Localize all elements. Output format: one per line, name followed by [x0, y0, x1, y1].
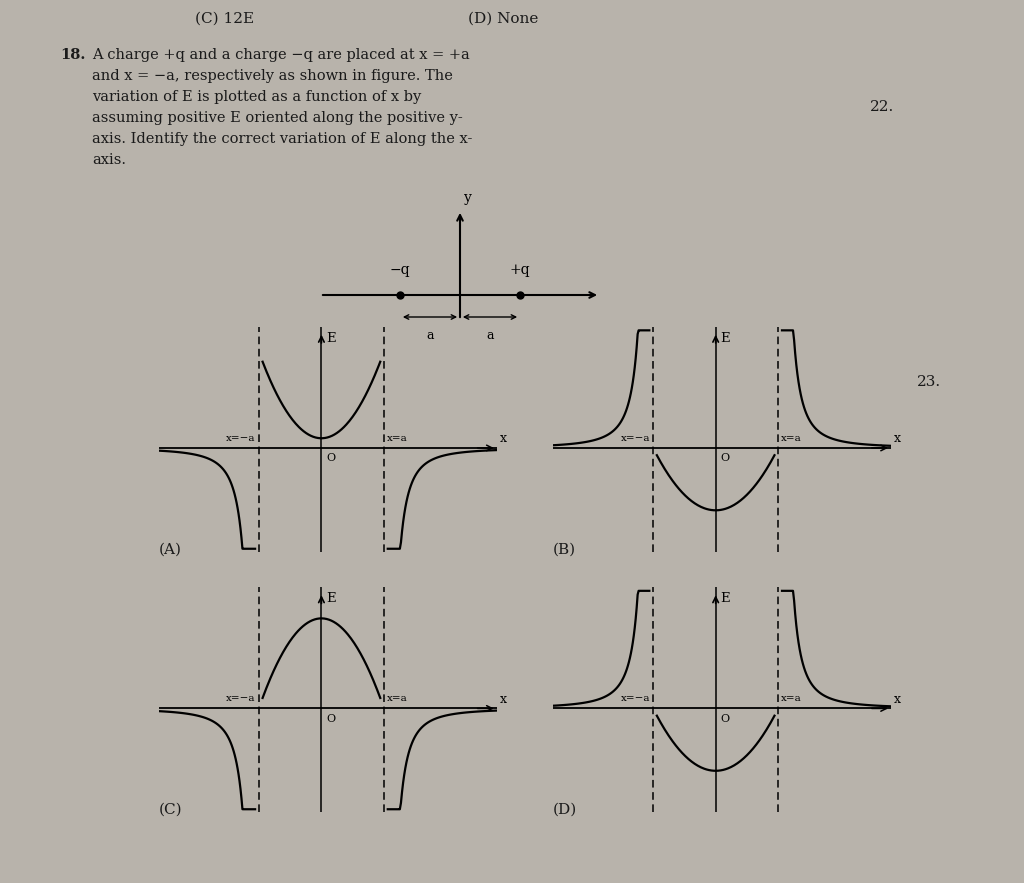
Text: x=a: x=a: [387, 694, 408, 703]
Text: x=−a: x=−a: [226, 694, 256, 703]
Text: a: a: [486, 329, 494, 342]
Text: 23.: 23.: [916, 375, 941, 389]
Text: O: O: [327, 713, 336, 724]
Text: x: x: [500, 692, 507, 706]
Text: x=−a: x=−a: [621, 434, 650, 442]
Text: variation of E is plotted as a function of x by: variation of E is plotted as a function …: [92, 90, 421, 104]
Text: x=−a: x=−a: [226, 434, 256, 442]
Text: (A): (A): [159, 542, 181, 556]
Text: −q: −q: [390, 263, 411, 277]
Text: (C): (C): [159, 803, 182, 817]
Text: x=a: x=a: [387, 434, 408, 442]
Text: x: x: [894, 692, 901, 706]
Text: 18.: 18.: [60, 48, 85, 62]
Text: (D): (D): [553, 803, 578, 817]
Text: x=a: x=a: [781, 694, 802, 703]
Text: E: E: [721, 332, 730, 345]
Text: a: a: [426, 329, 434, 342]
Text: 22.: 22.: [870, 100, 894, 114]
Text: O: O: [327, 453, 336, 464]
Text: A charge +q and a charge −q are placed at x = +a: A charge +q and a charge −q are placed a…: [92, 48, 470, 62]
Text: axis.: axis.: [92, 153, 126, 167]
Text: y: y: [464, 191, 472, 205]
Text: +q: +q: [510, 263, 530, 277]
Text: assuming positive E oriented along the positive y-: assuming positive E oriented along the p…: [92, 111, 463, 125]
Text: x=−a: x=−a: [621, 694, 650, 703]
Text: x: x: [500, 432, 507, 445]
Text: E: E: [327, 592, 336, 606]
Text: axis. Identify the correct variation of E along the x-: axis. Identify the correct variation of …: [92, 132, 472, 146]
Text: x: x: [894, 432, 901, 445]
Text: and x = −a, respectively as shown in figure. The: and x = −a, respectively as shown in fig…: [92, 69, 453, 83]
Text: (B): (B): [553, 542, 577, 556]
Text: (D) None: (D) None: [468, 12, 539, 26]
Text: E: E: [327, 332, 336, 345]
Text: E: E: [721, 592, 730, 606]
Text: x=a: x=a: [781, 434, 802, 442]
Text: O: O: [721, 713, 730, 724]
Text: O: O: [721, 453, 730, 464]
Text: (C) 12E: (C) 12E: [195, 12, 254, 26]
